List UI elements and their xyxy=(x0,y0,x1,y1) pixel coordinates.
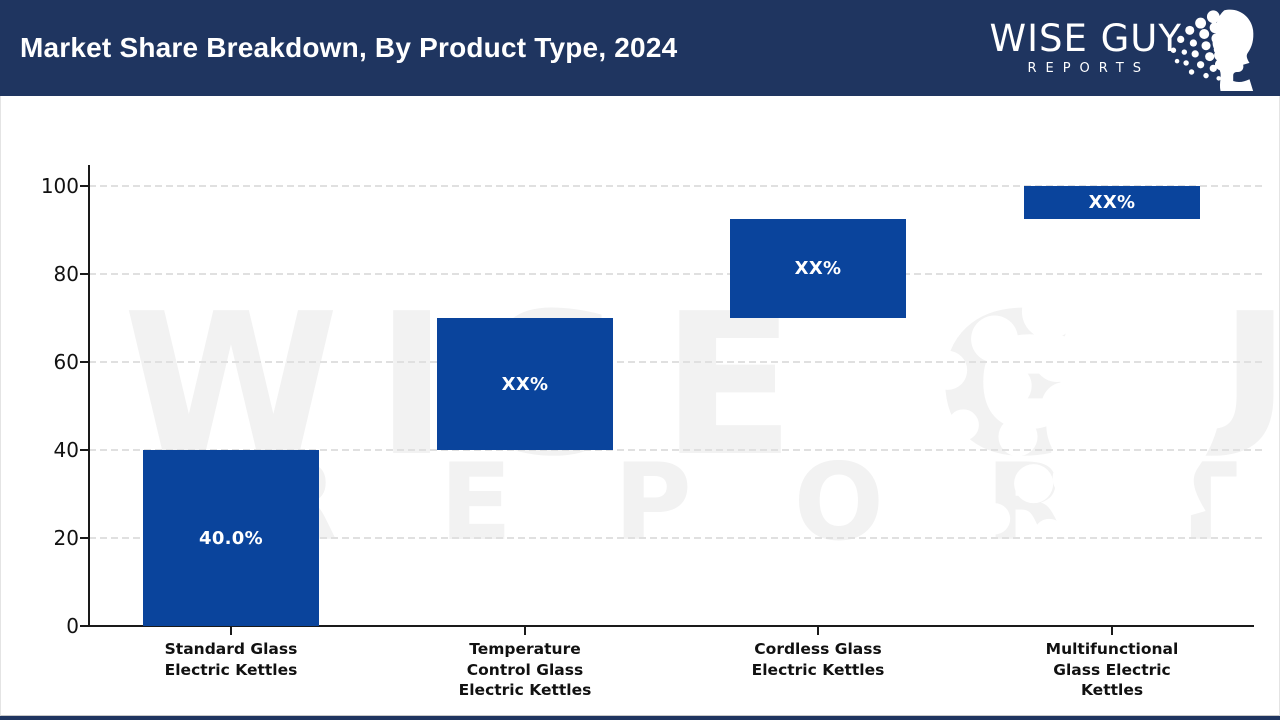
header-bar: Market Share Breakdown, By Product Type,… xyxy=(0,0,1280,96)
face-dot xyxy=(892,393,925,425)
bar-value-label: 40.0% xyxy=(199,527,263,549)
face-dot xyxy=(998,417,1038,457)
y-tick-mark-20 xyxy=(80,537,89,539)
face-dot xyxy=(920,499,944,523)
face-dot xyxy=(912,452,936,476)
face-dot xyxy=(1014,464,1054,504)
bar-segment-4: XX% xyxy=(1024,186,1200,219)
face-dot xyxy=(1218,57,1227,66)
face-dot xyxy=(1191,50,1199,58)
watermark-face-icon xyxy=(865,281,1223,633)
y-tick-label-80: 80 xyxy=(53,262,79,286)
gridline-20 xyxy=(89,537,1263,539)
wiseguy-logo: WISE GUY REPORTS xyxy=(990,5,1266,91)
chart-canvas: WISE GUY REPORTS 02040608010040.0%Standa… xyxy=(0,96,1280,716)
face-dot xyxy=(1185,25,1195,35)
logo-face-icon xyxy=(1170,9,1254,91)
face-dot xyxy=(1021,284,1077,339)
x-tick-mark-3 xyxy=(817,627,819,635)
face-dot xyxy=(1216,76,1221,81)
logo-wordmark-block: WISE GUY REPORTS xyxy=(990,20,1182,76)
face-dot xyxy=(1181,49,1188,55)
face-dot xyxy=(1188,69,1195,75)
category-label-3: Cordless Glass Electric Kettles xyxy=(751,640,885,679)
face-dot xyxy=(1061,358,1101,398)
face-dot xyxy=(1199,28,1210,39)
x-tick-mark-1 xyxy=(230,627,232,635)
face-dot xyxy=(1203,72,1209,79)
bar-value-label: XX% xyxy=(1088,192,1136,213)
face-dot xyxy=(1196,61,1205,69)
x-tick-mark-4 xyxy=(1111,627,1113,635)
category-label-1: Standard Glass Electric Kettles xyxy=(164,640,298,679)
face-dot xyxy=(978,503,1011,535)
face-dot xyxy=(928,350,968,390)
face-dot xyxy=(1189,39,1197,47)
bar-segment-3: XX% xyxy=(730,219,906,318)
x-axis-line xyxy=(89,625,1254,627)
category-label-4: Multifunctional Glass Electric Kettles xyxy=(1045,640,1179,699)
face-dot xyxy=(1195,17,1207,29)
y-tick-label-100: 100 xyxy=(40,174,79,198)
face-dot xyxy=(971,315,1018,363)
face-dot xyxy=(1006,554,1030,578)
face-dot xyxy=(1201,41,1211,51)
face-dot xyxy=(1170,47,1177,53)
gridline-100 xyxy=(89,185,1263,187)
face-dot xyxy=(988,364,1032,408)
logo-subtitle: REPORTS xyxy=(1027,61,1151,76)
logo-wordmark: WISE GUY xyxy=(989,17,1182,60)
face-dot xyxy=(955,456,987,488)
face-dot xyxy=(1220,15,1229,24)
gridline-40 xyxy=(89,449,1263,451)
face-dot xyxy=(1062,567,1083,588)
face-dot xyxy=(1033,518,1065,551)
y-tick-mark-100 xyxy=(80,185,89,187)
face-dot xyxy=(1174,58,1180,64)
y-tick-mark-80 xyxy=(80,273,89,275)
gridline-80 xyxy=(89,273,1263,275)
bar-segment-2: XX% xyxy=(437,318,613,450)
face-dot xyxy=(1205,52,1215,62)
face-dot xyxy=(1223,69,1229,75)
chart-title: Market Share Breakdown, By Product Type,… xyxy=(20,32,678,63)
y-tick-mark-40 xyxy=(80,449,89,451)
x-tick-mark-2 xyxy=(524,627,526,635)
y-axis-line xyxy=(88,165,90,627)
face-dot xyxy=(1177,35,1185,44)
category-label-2: Temperature Control Glass Electric Kettl… xyxy=(458,640,592,699)
face-dot xyxy=(1209,64,1217,72)
face-dot xyxy=(1070,485,1106,521)
face-dot xyxy=(947,409,979,441)
face-dot xyxy=(943,538,968,562)
face-dot xyxy=(883,493,903,513)
face-dot xyxy=(1051,430,1095,474)
bar-value-label: XX% xyxy=(501,373,549,395)
gridline-60 xyxy=(89,361,1263,363)
y-tick-mark-60 xyxy=(80,361,89,363)
y-tick-label-40: 40 xyxy=(53,438,79,462)
face-dot xyxy=(1213,44,1224,55)
y-tick-mark-0 xyxy=(80,625,89,627)
footer-bar xyxy=(0,716,1280,720)
y-tick-label-20: 20 xyxy=(53,526,79,550)
plot-area: 0 20 40 60 80 100 40.0% Standard Glass Electric… xyxy=(1,96,1279,715)
face-dot xyxy=(1078,305,1114,341)
y-tick-label-0: 0 xyxy=(66,614,79,638)
face-dot xyxy=(1206,10,1220,24)
y-tick-label-60: 60 xyxy=(53,350,79,374)
bar-segment-1: 40.0% xyxy=(143,450,319,626)
bar-value-label: XX% xyxy=(794,258,842,279)
face-dot xyxy=(1092,538,1116,562)
face-dot xyxy=(1216,27,1226,37)
face-dot xyxy=(1183,60,1189,66)
